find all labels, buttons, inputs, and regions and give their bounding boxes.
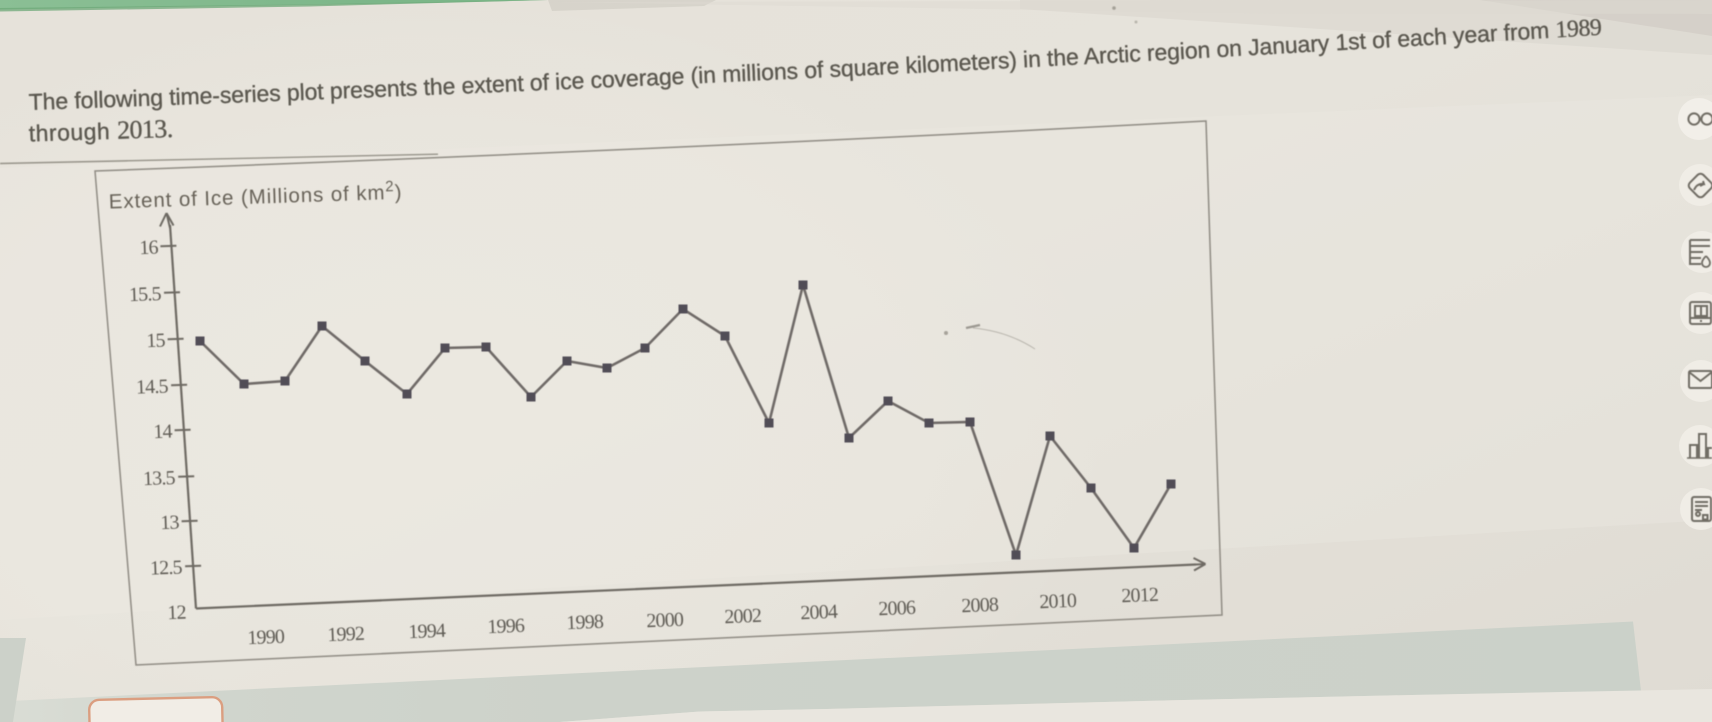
svg-text:14.5: 14.5 [136, 375, 169, 398]
svg-text:1992: 1992 [327, 623, 365, 646]
svg-text:12: 12 [167, 602, 186, 625]
svg-text:2008: 2008 [961, 594, 999, 617]
svg-text:13.5: 13.5 [143, 467, 176, 490]
svg-text:through 2013.: through 2013. [28, 114, 173, 148]
svg-text:1994: 1994 [408, 620, 446, 643]
svg-text:1990: 1990 [247, 626, 285, 649]
svg-text:2000: 2000 [646, 609, 684, 632]
svg-text:2010: 2010 [1039, 590, 1077, 613]
svg-text:15.5: 15.5 [129, 283, 162, 306]
svg-text:2002: 2002 [724, 605, 762, 628]
svg-text:14: 14 [153, 420, 173, 443]
svg-text:15: 15 [146, 329, 166, 352]
svg-text:12.5: 12.5 [150, 556, 183, 579]
svg-text:2004: 2004 [800, 601, 838, 624]
svg-text:1996: 1996 [487, 615, 525, 638]
svg-text:13: 13 [160, 511, 180, 534]
svg-text:1998: 1998 [566, 611, 604, 634]
svg-text:16: 16 [139, 236, 159, 259]
svg-text:2006: 2006 [878, 597, 916, 620]
svg-text:2012: 2012 [1121, 584, 1159, 607]
